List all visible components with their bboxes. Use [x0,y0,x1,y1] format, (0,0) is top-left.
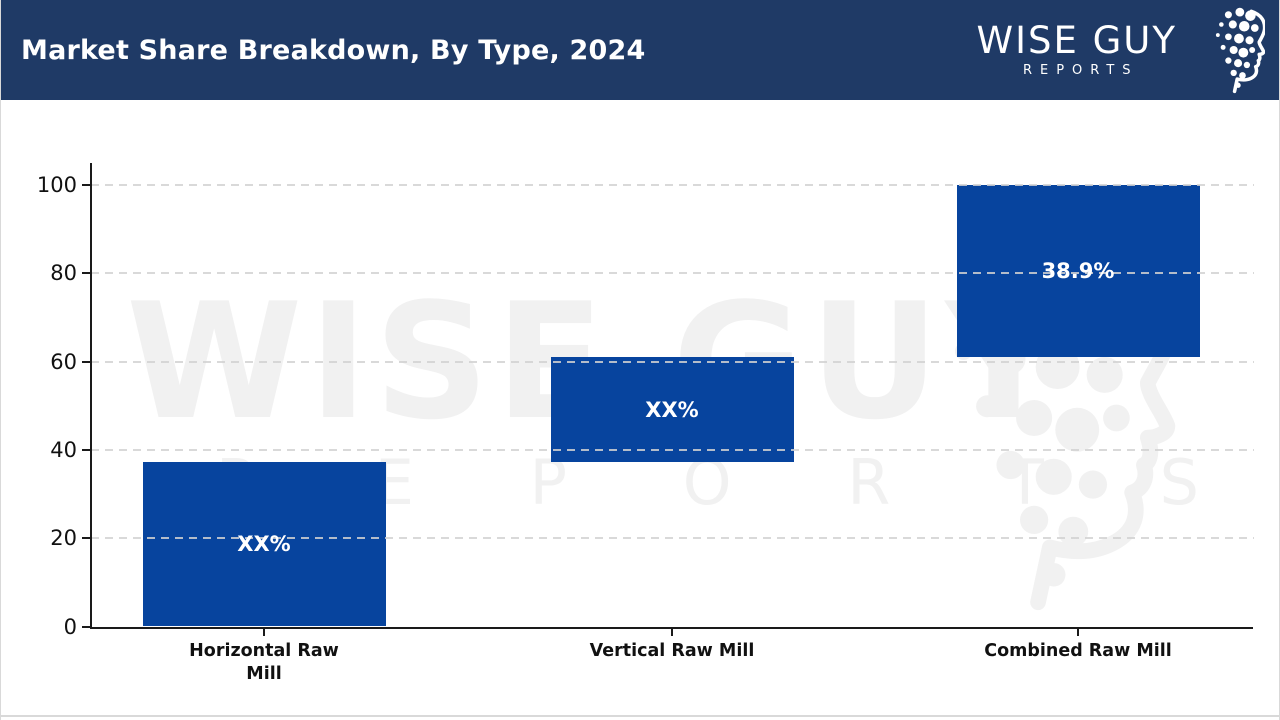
y-tick-mark [82,184,90,187]
bar [142,462,386,627]
y-tick-label: 80 [50,261,77,286]
x-tick-mark [671,628,673,636]
brand-name: WISE GUY [976,19,1177,62]
x-category-label: Vertical Raw Mill [589,641,755,661]
x-category-label: Combined Raw Mill [984,641,1172,661]
x-axis-spine [90,626,1253,629]
gridline [91,537,1254,540]
y-tick-mark [82,360,90,363]
gridline [91,448,1254,451]
bar [956,185,1200,357]
bar-value-label: XX% [645,397,699,422]
page-title: Market Share Breakdown, By Type, 2024 [21,34,646,66]
dotted-head-icon [1215,7,1265,94]
bottom-divider [1,715,1279,717]
y-axis-spine [90,163,92,629]
gridline [91,360,1254,363]
y-tick-mark [82,537,90,540]
gridline [91,272,1254,275]
y-tick-mark [82,625,90,628]
brand-logo-text: WISE GUY REPORTS [977,22,1177,78]
y-tick-label: 0 [63,614,77,639]
header: Market Share Breakdown, By Type, 2024 WI… [1,0,1279,100]
bar [550,356,794,463]
y-tick-label: 100 [36,173,77,198]
brand-logo: WISE GUY REPORTS [977,6,1279,94]
bar-value-label: XX% [237,532,291,557]
gridline [91,184,1254,187]
x-category-label: Horizontal Raw Mill [189,641,339,684]
brand-subtitle: REPORTS [1022,63,1139,78]
y-tick-mark [82,448,90,451]
y-tick-label: 20 [50,526,77,551]
bar-value-label: 38.9% [1041,259,1115,284]
y-tick-label: 40 [50,437,77,462]
x-tick-mark [263,628,265,636]
y-tick-mark [82,272,90,275]
x-tick-mark [1077,628,1079,636]
y-tick-label: 60 [50,349,77,374]
